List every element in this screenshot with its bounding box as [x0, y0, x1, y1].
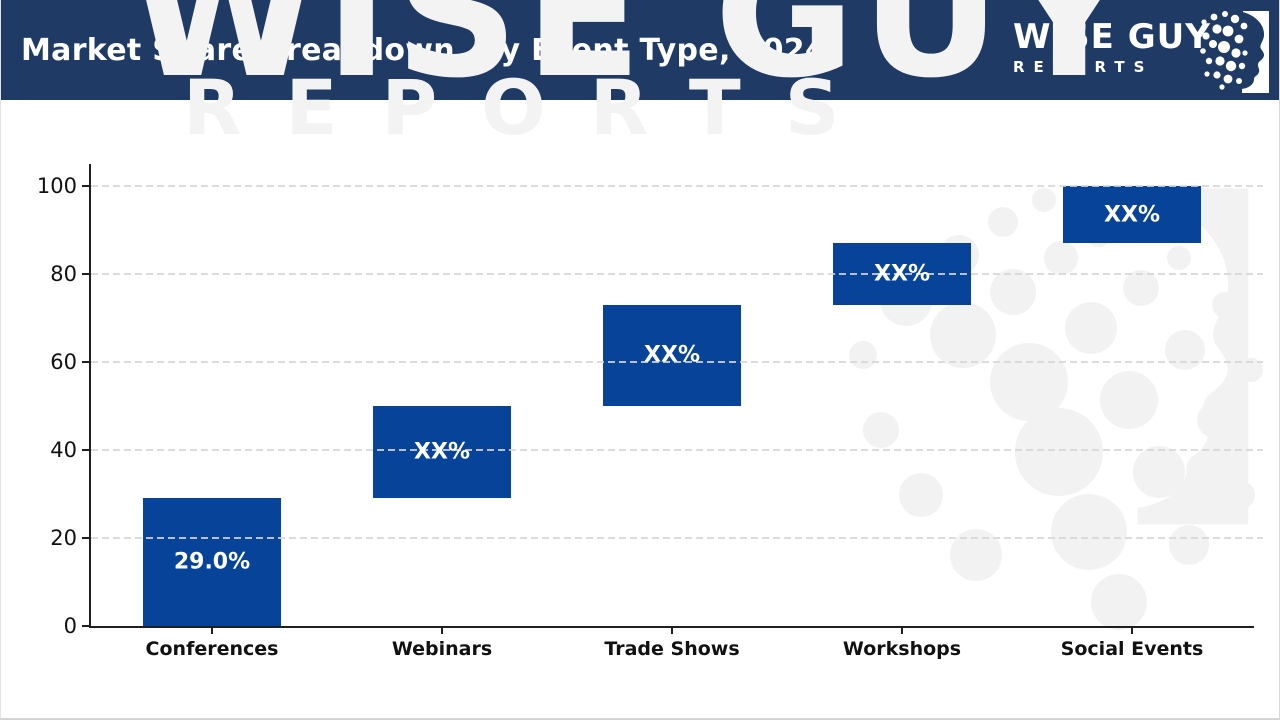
bar-trade-shows — [603, 304, 741, 406]
gridline-60 — [91, 361, 1263, 363]
bar-value-label-webinars: XX% — [414, 439, 470, 465]
bar-conferences — [143, 498, 281, 626]
x-tick-label-workshops: Workshops — [842, 638, 962, 660]
x-tick-label-conferences: Conferences — [145, 638, 279, 660]
bar-value-label-social-events: XX% — [1104, 202, 1160, 228]
y-tick-label-0: 0 — [63, 614, 77, 638]
brand-logo-subtitle: REPORTS — [1013, 58, 1154, 76]
chart-title: Market Share Breakdown, By Event Type, 2… — [21, 32, 827, 68]
x-tick-label-trade-shows: Trade Shows — [604, 638, 740, 660]
y-tick-label-60: 60 — [50, 350, 77, 374]
y-tick-label-80: 80 — [50, 262, 77, 286]
bar-social-events — [1063, 186, 1201, 244]
gridline-100 — [91, 185, 1263, 187]
y-tickmark-100 — [82, 185, 91, 187]
x-tickmark-workshops — [901, 626, 903, 634]
watermark-face-icon — [849, 188, 1263, 630]
brand-face-icon — [1200, 11, 1269, 93]
y-tickmark-0 — [82, 625, 91, 627]
bar-value-label-conferences: 29.0% — [173, 549, 251, 575]
y-tickmark-60 — [82, 361, 91, 363]
brand-logo: WISE GUY REPORTS — [1013, 9, 1269, 93]
gridline-20 — [91, 537, 1263, 539]
y-tickmark-80 — [82, 273, 91, 275]
header-bar: Market Share Breakdown, By Event Type, 2… — [1, 0, 1279, 100]
y-axis-line — [89, 164, 91, 628]
bar-value-label-workshops: XX% — [874, 261, 930, 287]
brand-logo-name: WISE GUY — [1013, 17, 1211, 57]
gridline-40 — [91, 449, 1263, 451]
watermark-text: WISE GUY — [129, 0, 1138, 116]
x-tickmark-conferences — [211, 626, 213, 634]
x-tickmark-social-events — [1131, 626, 1133, 634]
x-tick-label-webinars: Webinars — [391, 638, 493, 660]
x-tickmark-trade-shows — [671, 626, 673, 634]
y-tickmark-40 — [82, 449, 91, 451]
gridline-80 — [91, 273, 1263, 275]
y-tick-label-20: 20 — [50, 526, 77, 550]
bar-webinars — [373, 406, 511, 499]
brand-logo-text: WISE GUY REPORTS — [1013, 19, 1211, 77]
y-tick-label-100: 100 — [36, 174, 77, 198]
bar-value-label-trade-shows: XX% — [644, 342, 700, 368]
x-tickmark-webinars — [441, 626, 443, 634]
y-tickmark-20 — [82, 537, 91, 539]
x-axis-line — [89, 626, 1254, 628]
x-tick-label-social-events: Social Events — [1060, 638, 1204, 660]
watermark-subtext: REPORTS — [183, 63, 884, 152]
y-tick-label-40: 40 — [50, 438, 77, 462]
